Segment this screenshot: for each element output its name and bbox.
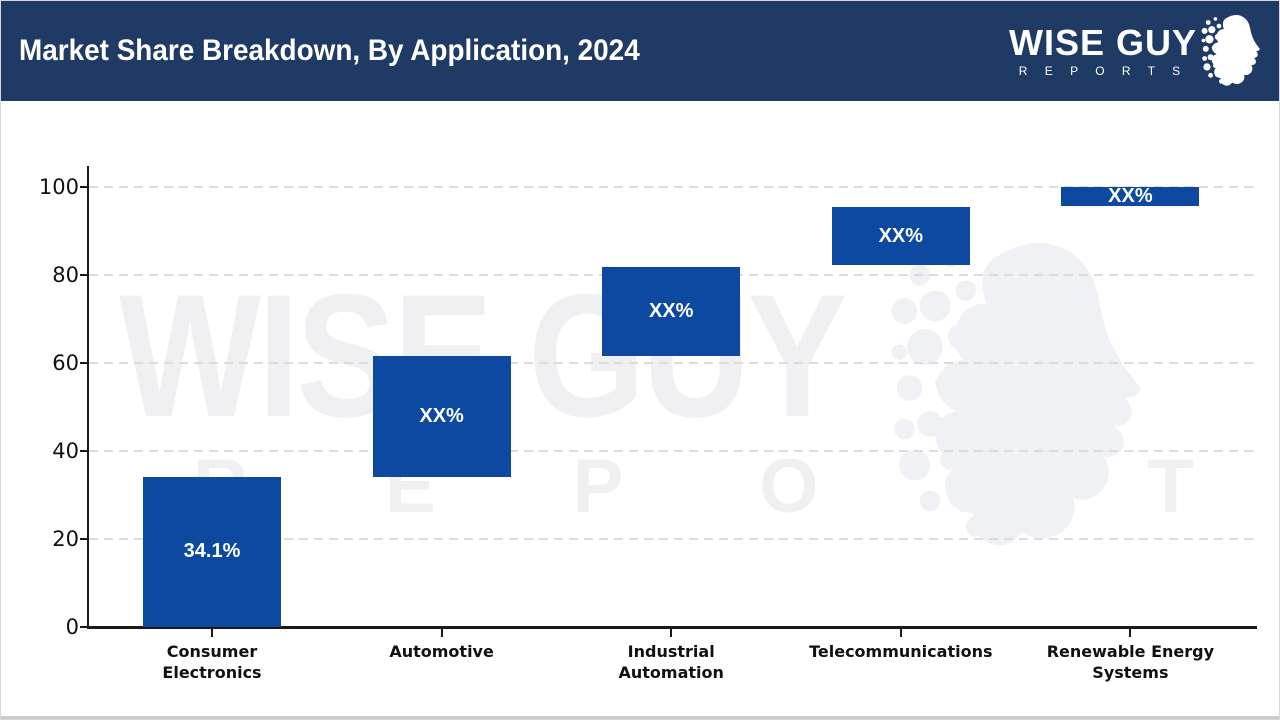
y-tick-mark-0 <box>80 626 88 628</box>
y-tick-mark-80 <box>80 274 88 276</box>
chart-title: Market Share Breakdown, By Application, … <box>19 34 640 67</box>
bar-telecommunications: XX% <box>831 207 970 266</box>
x-tick-label-line: Consumer <box>166 642 258 661</box>
x-tick-label-line: Industrial <box>627 642 715 661</box>
bottom-border <box>1 716 1279 719</box>
x-tick-label-line: Telecommunications <box>809 642 993 661</box>
y-tick-label-80: 80 <box>52 263 79 287</box>
gridline-60 <box>89 362 1257 364</box>
y-tick-label-20: 20 <box>52 527 79 551</box>
bar-value-label-renewable-energy-systems: XX% <box>1108 185 1153 208</box>
x-tick-label-telecommunications: Telecommunications <box>783 641 1019 662</box>
y-tick-mark-20 <box>80 538 88 540</box>
gridline-40 <box>89 450 1257 452</box>
x-tick-label-industrial-automation: Industrial Automation <box>553 641 789 683</box>
x-tick-label-renewable-energy-systems: Renewable Energy Systems <box>1012 641 1248 683</box>
x-tick-mark-telecommunications <box>899 629 902 637</box>
x-axis-line <box>87 626 1257 629</box>
x-tick-label-line: Automation <box>618 663 724 682</box>
gridline-20 <box>89 538 1257 540</box>
bar-renewable-energy-systems: XX% <box>1061 185 1200 208</box>
y-tick-label-100: 100 <box>38 175 79 199</box>
x-tick-label-line: Systems <box>1092 663 1169 682</box>
x-tick-label-automotive: Automotive <box>324 641 560 662</box>
y-tick-label-40: 40 <box>52 439 79 463</box>
y-axis-line <box>87 166 89 628</box>
brand-logo: WISE GUY R E P O R T S <box>1009 5 1267 97</box>
bar-value-label-industrial-automation: XX% <box>648 300 694 323</box>
logo-sub-text: R E P O R T S <box>1018 64 1188 78</box>
x-tick-mark-automotive <box>440 629 443 637</box>
bar-industrial-automation: XX% <box>602 267 741 357</box>
x-tick-label-line: Renewable Energy <box>1046 642 1215 661</box>
bar-value-label-consumer-electronics: 34.1% <box>183 540 241 563</box>
y-tick-label-0: 0 <box>65 615 79 639</box>
bar-value-label-telecommunications: XX% <box>878 224 924 247</box>
gridline-100 <box>89 186 1257 188</box>
x-tick-label-consumer-electronics: Consumer Electronics <box>94 641 330 683</box>
x-tick-mark-consumer-electronics <box>211 629 213 637</box>
y-tick-mark-100 <box>80 186 88 188</box>
x-tick-mark-industrial-automation <box>670 629 673 637</box>
header-band: Market Share Breakdown, By Application, … <box>1 1 1279 101</box>
bar-automotive: XX% <box>372 356 511 477</box>
logo-brand-text: WISE GUY <box>1008 22 1197 63</box>
y-tick-label-60: 60 <box>52 351 79 375</box>
y-tick-mark-40 <box>80 450 88 452</box>
y-tick-mark-60 <box>80 362 88 364</box>
x-tick-mark-renewable-energy-systems <box>1129 629 1132 637</box>
x-tick-label-line: Automotive <box>389 642 494 661</box>
bar-consumer-electronics: 34.1% <box>143 476 281 627</box>
bar-value-label-automotive: XX% <box>419 405 464 428</box>
x-tick-label-line: Electronics <box>162 663 262 682</box>
